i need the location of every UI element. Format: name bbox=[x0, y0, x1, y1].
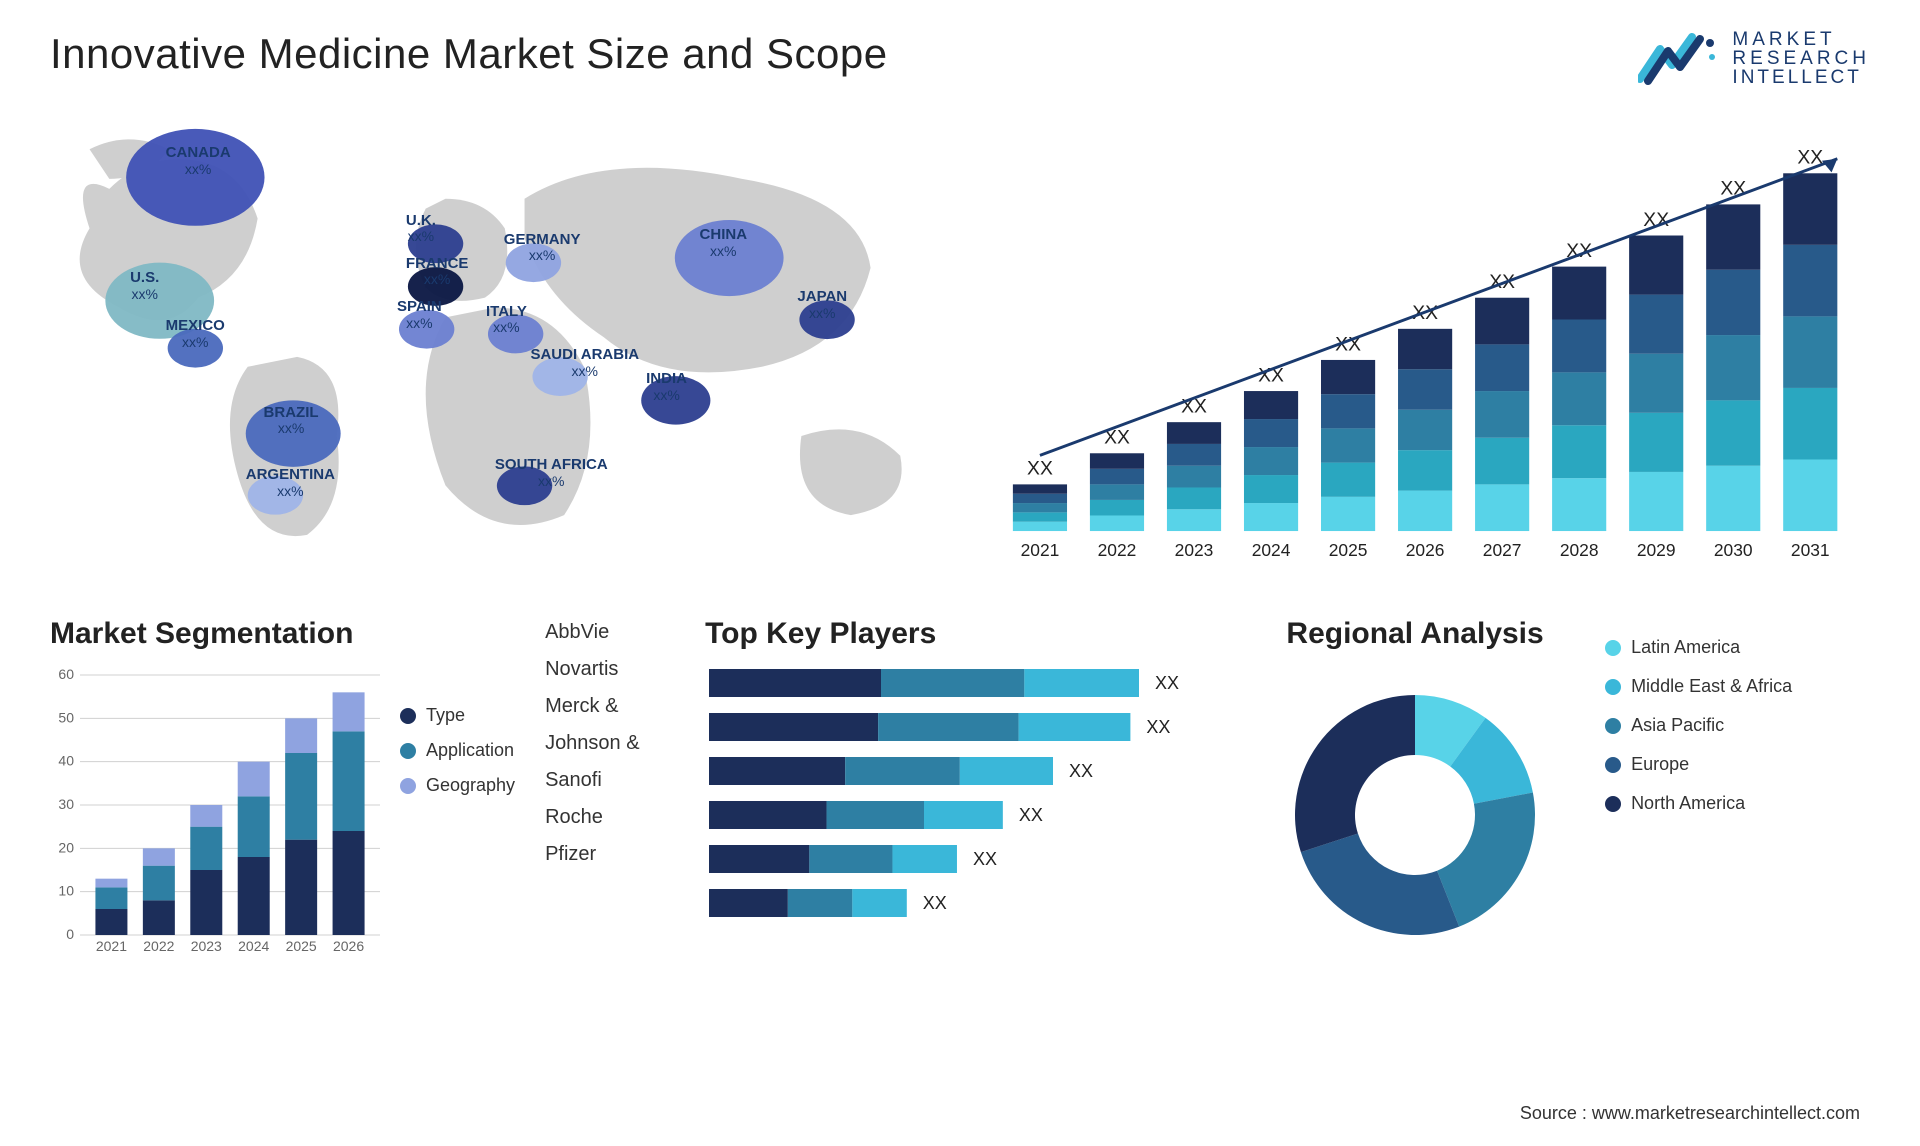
page-title: Innovative Medicine Market Size and Scop… bbox=[50, 30, 888, 78]
svg-text:2029: 2029 bbox=[1637, 540, 1676, 560]
svg-text:2026: 2026 bbox=[1406, 540, 1445, 560]
svg-text:XX: XX bbox=[1019, 805, 1043, 825]
region-legend-middle-east-africa: Middle East & Africa bbox=[1605, 676, 1792, 697]
brand-logo: MARKET RESEARCH INTELLECT bbox=[1638, 30, 1870, 87]
player-sanofi: Sanofi bbox=[545, 769, 705, 792]
svg-text:2022: 2022 bbox=[1097, 540, 1136, 560]
svg-text:XX: XX bbox=[923, 893, 947, 913]
region-legend-north-america: North America bbox=[1605, 793, 1792, 814]
svg-text:60: 60 bbox=[58, 666, 74, 682]
map-label-france: FRANCExx% bbox=[406, 256, 469, 288]
segmentation-panel: Market Segmentation 0 10 20 30 40 50 60 2021 202… bbox=[50, 617, 515, 997]
svg-text:2030: 2030 bbox=[1714, 540, 1753, 560]
map-label-spain: SPAINxx% bbox=[397, 299, 442, 331]
regional-panel: Regional Analysis Latin America Middle Ea… bbox=[1255, 617, 1870, 997]
svg-text:2031: 2031 bbox=[1791, 540, 1830, 560]
map-label-canada: CANADAxx% bbox=[166, 145, 231, 177]
svg-text:2025: 2025 bbox=[1329, 540, 1368, 560]
regional-donut bbox=[1255, 665, 1575, 945]
svg-text:XX: XX bbox=[973, 849, 997, 869]
svg-text:2021: 2021 bbox=[1020, 540, 1059, 560]
map-label-argentina: ARGENTINAxx% bbox=[246, 467, 335, 499]
svg-text:XX: XX bbox=[1069, 761, 1093, 781]
map-label-india: INDIAxx% bbox=[646, 371, 687, 403]
segmentation-title: Market Segmentation bbox=[50, 617, 515, 651]
svg-text:XX: XX bbox=[1027, 459, 1053, 480]
svg-text:50: 50 bbox=[58, 709, 74, 725]
players-chart: XX XX XX XX XX XX bbox=[705, 665, 1225, 965]
player-abbvie: AbbVie bbox=[545, 621, 705, 644]
map-label-u-s-: U.S.xx% bbox=[130, 270, 159, 302]
svg-text:XX: XX bbox=[1181, 396, 1207, 417]
map-label-china: CHINAxx% bbox=[700, 227, 748, 259]
svg-text:2024: 2024 bbox=[1251, 540, 1290, 560]
svg-text:10: 10 bbox=[58, 883, 74, 899]
svg-text:2027: 2027 bbox=[1483, 540, 1522, 560]
svg-text:30: 30 bbox=[58, 796, 74, 812]
players-title: Top Key Players bbox=[705, 617, 1225, 651]
segmentation-legend: Type Application Geography bbox=[400, 665, 515, 965]
svg-text:0: 0 bbox=[66, 926, 74, 942]
map-label-mexico: MEXICOxx% bbox=[166, 318, 225, 350]
svg-text:2024: 2024 bbox=[238, 938, 269, 954]
map-label-saudi-arabia: SAUDI ARABIAxx% bbox=[530, 347, 639, 379]
segmentation-chart: 0 10 20 30 40 50 60 2021 2022 2023 2024 2025 2026 bbox=[50, 665, 380, 965]
svg-text:2026: 2026 bbox=[333, 938, 364, 954]
svg-text:20: 20 bbox=[58, 839, 74, 855]
svg-text:XX: XX bbox=[1412, 303, 1438, 324]
regional-title: Regional Analysis bbox=[1255, 617, 1575, 651]
players-list: AbbVie Novartis Merck & Johnson & Sanofi Roch… bbox=[545, 617, 705, 997]
svg-text:2023: 2023 bbox=[1174, 540, 1213, 560]
map-label-japan: JAPANxx% bbox=[797, 289, 847, 321]
players-panel: AbbVie Novartis Merck & Johnson & Sanofi Roch… bbox=[545, 617, 1225, 997]
map-label-brazil: BRAZILxx% bbox=[264, 405, 319, 437]
svg-text:2022: 2022 bbox=[143, 938, 174, 954]
svg-text:2025: 2025 bbox=[286, 938, 317, 954]
year-bar-chart: XX2021XX2022XX2023XX2024XX2025XX2026XX20… bbox=[980, 107, 1870, 587]
regional-legend: Latin America Middle East & Africa Asia Pa… bbox=[1605, 617, 1792, 997]
map-label-south-africa: SOUTH AFRICAxx% bbox=[495, 457, 608, 489]
seg-legend-type: Type bbox=[400, 705, 515, 726]
svg-text:40: 40 bbox=[58, 753, 74, 769]
logo-icon bbox=[1638, 31, 1718, 87]
seg-legend-geography: Geography bbox=[400, 775, 515, 796]
logo-text-2: RESEARCH bbox=[1732, 49, 1870, 68]
logo-text-1: MARKET bbox=[1732, 30, 1870, 49]
svg-text:2021: 2021 bbox=[96, 938, 127, 954]
svg-text:2028: 2028 bbox=[1560, 540, 1599, 560]
logo-text-3: INTELLECT bbox=[1732, 68, 1870, 87]
svg-text:XX: XX bbox=[1155, 673, 1179, 693]
player-johnson-: Johnson & bbox=[545, 732, 705, 755]
region-legend-latin-america: Latin America bbox=[1605, 637, 1792, 658]
world-map: CANADAxx% U.S.xx%MEXICOxx% BRAZILxx% ARGENT… bbox=[50, 107, 940, 587]
svg-text:2023: 2023 bbox=[191, 938, 222, 954]
source-citation: Source : www.marketresearchintellect.com bbox=[1520, 1103, 1860, 1124]
map-label-u-k-: U.K.xx% bbox=[406, 213, 436, 245]
player-roche: Roche bbox=[545, 806, 705, 829]
region-legend-asia-pacific: Asia Pacific bbox=[1605, 715, 1792, 736]
region-legend-europe: Europe bbox=[1605, 754, 1792, 775]
svg-text:XX: XX bbox=[1146, 717, 1170, 737]
map-label-germany: GERMANYxx% bbox=[504, 232, 581, 264]
player-novartis: Novartis bbox=[545, 658, 705, 681]
player-pfizer: Pfizer bbox=[545, 843, 705, 866]
map-label-italy: ITALYxx% bbox=[486, 304, 527, 336]
seg-legend-application: Application bbox=[400, 740, 515, 761]
player-merck-: Merck & bbox=[545, 695, 705, 718]
